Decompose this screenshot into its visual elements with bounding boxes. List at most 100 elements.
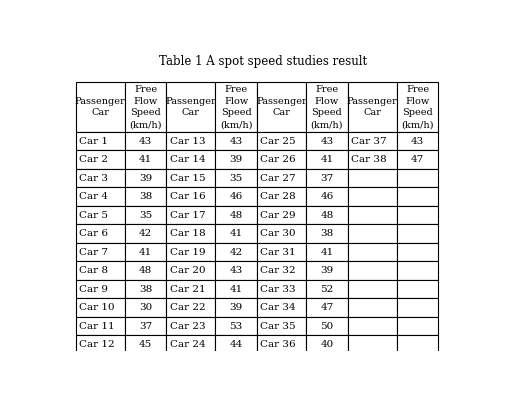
Bar [215, 169, 257, 188]
Text: Car 33: Car 33 [260, 284, 296, 294]
Text: Table 1 A spot speed studies result: Table 1 A spot speed studies result [159, 55, 367, 68]
Text: Passenger
Car: Passenger Car [166, 97, 216, 117]
Bar [257, 224, 306, 243]
Bar [348, 132, 397, 151]
Text: 39: 39 [229, 155, 243, 164]
Bar [306, 82, 348, 132]
Text: 41: 41 [320, 247, 333, 256]
Bar [125, 132, 166, 151]
Text: 48: 48 [139, 266, 152, 275]
Bar [348, 151, 397, 169]
Bar [215, 188, 257, 206]
Text: 45: 45 [139, 340, 152, 349]
Bar [257, 206, 306, 224]
Bar [125, 243, 166, 261]
Text: Car 14: Car 14 [169, 155, 205, 164]
Bar [166, 317, 215, 335]
Bar [215, 335, 257, 354]
Text: 52: 52 [320, 284, 333, 294]
Bar [306, 335, 348, 354]
Bar [397, 82, 439, 132]
Bar [257, 151, 306, 169]
Bar [215, 82, 257, 132]
Bar [166, 188, 215, 206]
Bar [125, 298, 166, 317]
Text: Car 7: Car 7 [79, 247, 108, 256]
Text: Car 23: Car 23 [169, 322, 205, 331]
Bar [348, 206, 397, 224]
Bar [166, 243, 215, 261]
Text: 41: 41 [320, 155, 333, 164]
Bar [306, 298, 348, 317]
Text: Car 34: Car 34 [260, 303, 296, 312]
Bar [76, 151, 125, 169]
Bar [397, 298, 439, 317]
Bar [166, 261, 215, 280]
Text: Car 25: Car 25 [260, 137, 296, 146]
Bar [215, 224, 257, 243]
Text: Car 13: Car 13 [169, 137, 205, 146]
Text: Car 26: Car 26 [260, 155, 296, 164]
Bar [397, 132, 439, 151]
Bar [397, 151, 439, 169]
Text: 39: 39 [229, 303, 243, 312]
Bar [125, 261, 166, 280]
Bar [397, 169, 439, 188]
Bar [348, 224, 397, 243]
Bar [76, 298, 125, 317]
Bar [397, 243, 439, 261]
Text: Car 10: Car 10 [79, 303, 114, 312]
Text: Car 27: Car 27 [260, 174, 296, 183]
Bar [215, 206, 257, 224]
Bar [215, 151, 257, 169]
Bar [76, 224, 125, 243]
Bar [397, 206, 439, 224]
Text: Car 17: Car 17 [169, 211, 205, 219]
Text: 46: 46 [320, 192, 333, 201]
Text: Car 32: Car 32 [260, 266, 296, 275]
Text: Free
Flow
Speed
(km/h): Free Flow Speed (km/h) [129, 85, 162, 129]
Text: 35: 35 [229, 174, 243, 183]
Bar [215, 261, 257, 280]
Text: 41: 41 [229, 284, 243, 294]
Bar [215, 298, 257, 317]
Bar [76, 335, 125, 354]
Bar [125, 188, 166, 206]
Bar [257, 335, 306, 354]
Bar [166, 169, 215, 188]
Text: Car 31: Car 31 [260, 247, 296, 256]
Bar [166, 335, 215, 354]
Text: Car 22: Car 22 [169, 303, 205, 312]
Text: 38: 38 [139, 192, 152, 201]
Text: Passenger
Car: Passenger Car [75, 97, 126, 117]
Bar [166, 206, 215, 224]
Text: 38: 38 [139, 284, 152, 294]
Text: Car 3: Car 3 [79, 174, 108, 183]
Bar [306, 280, 348, 298]
Text: 37: 37 [320, 174, 333, 183]
Text: 38: 38 [320, 229, 333, 238]
Bar [166, 280, 215, 298]
Bar [348, 317, 397, 335]
Text: Car 2: Car 2 [79, 155, 108, 164]
Bar [166, 151, 215, 169]
Text: Car 20: Car 20 [169, 266, 205, 275]
Bar [397, 188, 439, 206]
Bar [306, 151, 348, 169]
Text: 39: 39 [139, 174, 152, 183]
Bar [76, 206, 125, 224]
Text: Car 8: Car 8 [79, 266, 108, 275]
Bar [166, 224, 215, 243]
Bar [76, 169, 125, 188]
Text: 42: 42 [229, 247, 243, 256]
Bar [76, 317, 125, 335]
Text: Car 36: Car 36 [260, 340, 296, 349]
Bar [215, 280, 257, 298]
Bar [166, 298, 215, 317]
Bar [125, 224, 166, 243]
Bar [257, 298, 306, 317]
Text: Car 9: Car 9 [79, 284, 108, 294]
Bar [76, 243, 125, 261]
Text: Car 1: Car 1 [79, 137, 108, 146]
Text: 47: 47 [320, 303, 333, 312]
